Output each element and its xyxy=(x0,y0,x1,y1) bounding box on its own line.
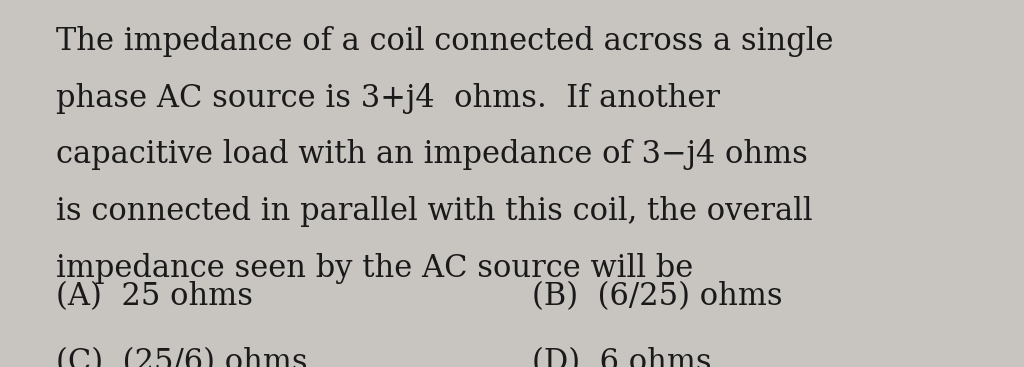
Text: phase AC source is 3+j4  ohms.  If another: phase AC source is 3+j4 ohms. If another xyxy=(56,83,720,113)
Text: impedance seen by the AC source will be: impedance seen by the AC source will be xyxy=(56,253,693,284)
Text: The impedance of a coil connected across a single: The impedance of a coil connected across… xyxy=(56,26,834,57)
Text: (B)  (6/25) ohms: (B) (6/25) ohms xyxy=(532,281,783,312)
Text: (D)  6 ohms.: (D) 6 ohms. xyxy=(532,347,722,367)
Text: (A)  25 ohms: (A) 25 ohms xyxy=(56,281,253,312)
Text: capacitive load with an impedance of 3−j4 ohms: capacitive load with an impedance of 3−j… xyxy=(56,139,808,170)
Text: (C)  (25/6) ohms: (C) (25/6) ohms xyxy=(56,347,308,367)
Text: is connected in parallel with this coil, the overall: is connected in parallel with this coil,… xyxy=(56,196,813,227)
